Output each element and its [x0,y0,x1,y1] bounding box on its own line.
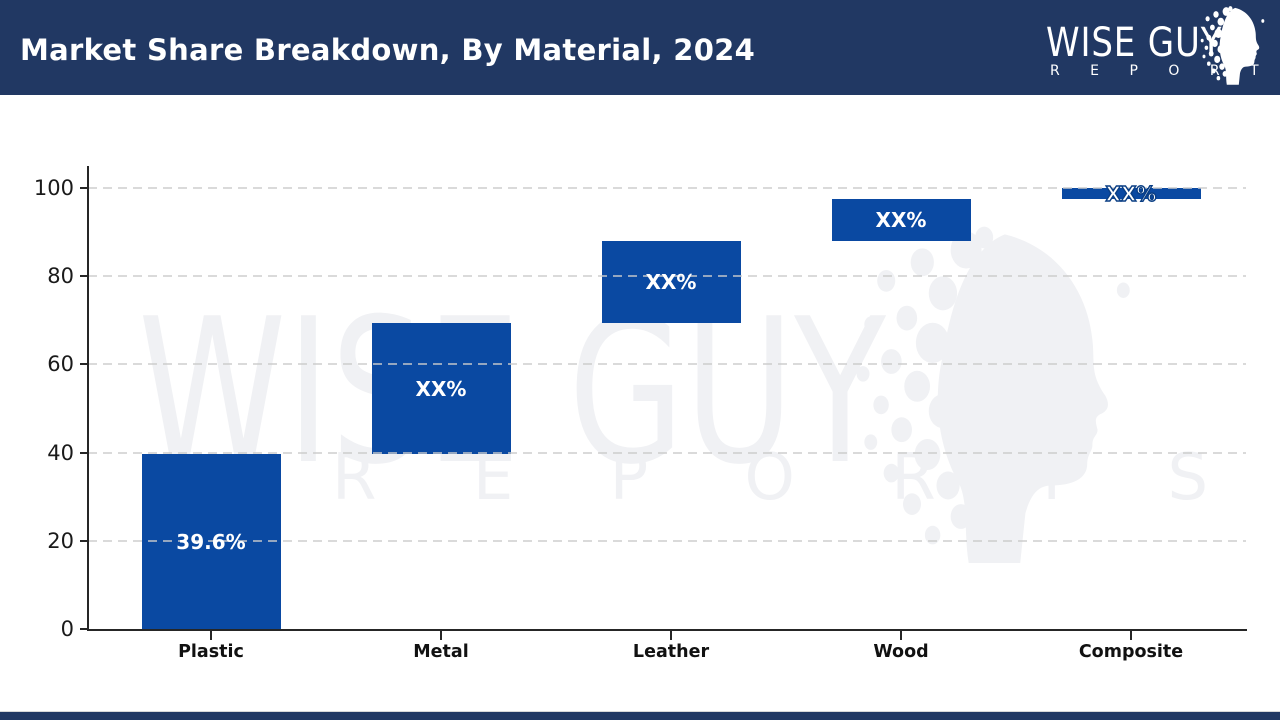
y-tick-mark-80 [80,275,88,278]
x-tick-mark-leather [670,631,672,640]
y-tick-mark-20 [80,539,88,542]
bar-metal [371,323,511,455]
bar-label-composite: XX% [1105,181,1157,206]
gridline-y-80 [88,275,1246,278]
x-tick-mark-wood [900,631,902,640]
dotted-face-profile-icon [1198,5,1276,92]
y-tick-label-0: 0 [60,617,74,641]
x-tick-mark-composite [1130,631,1132,640]
x-axis-line [87,629,1247,631]
bar-wood [831,199,971,241]
y-tick-label-80: 80 [47,264,74,289]
x-category-label-metal: Metal [413,642,469,662]
y-tick-mark-60 [80,363,88,366]
bar-composite [1061,188,1201,200]
x-category-label-leather: Leather [632,642,710,662]
bar-label-wood: XX% [875,207,927,232]
plot-area: 39.6% XX% XX% XX% XX% [88,165,1246,629]
gridline-y-60 [88,363,1246,366]
y-tick-label-100: 100 [33,176,74,200]
footer-bar [0,711,1280,720]
y-tick-mark-40 [80,451,88,454]
x-tick-mark-metal [440,631,442,640]
y-tick-label-40: 40 [47,440,74,465]
x-tick-mark-plastic [210,631,212,640]
x-axis: Plastic Metal Leather Wood Composite [88,629,1246,679]
y-tick-mark-100 [80,187,88,189]
y-tick-label-20: 20 [47,528,74,553]
bar-label-metal: XX% [415,376,467,401]
gridline-y-100 [88,187,1246,189]
x-category-label-plastic: Plastic [178,642,244,662]
page-title: Market Share Breakdown, By Material, 202… [20,33,756,67]
gridline-y-40 [88,451,1246,454]
y-tick-label-60: 60 [47,352,74,377]
x-category-label-composite: Composite [1078,642,1184,662]
header-banner: Market Share Breakdown, By Material, 202… [0,0,1280,95]
bar-leather [601,240,741,324]
y-tick-mark-0 [80,628,88,630]
bar-label-plastic: 39.6% [176,529,246,554]
x-category-label-wood: Wood [873,642,929,662]
gridline-y-20 [88,539,1246,542]
bar-label-leather: XX% [645,270,697,295]
y-axis-line [87,166,89,631]
y-axis: 0 20 40 60 80 100 [30,165,88,640]
logo-wordmark: WISE GUY [1046,20,1223,66]
